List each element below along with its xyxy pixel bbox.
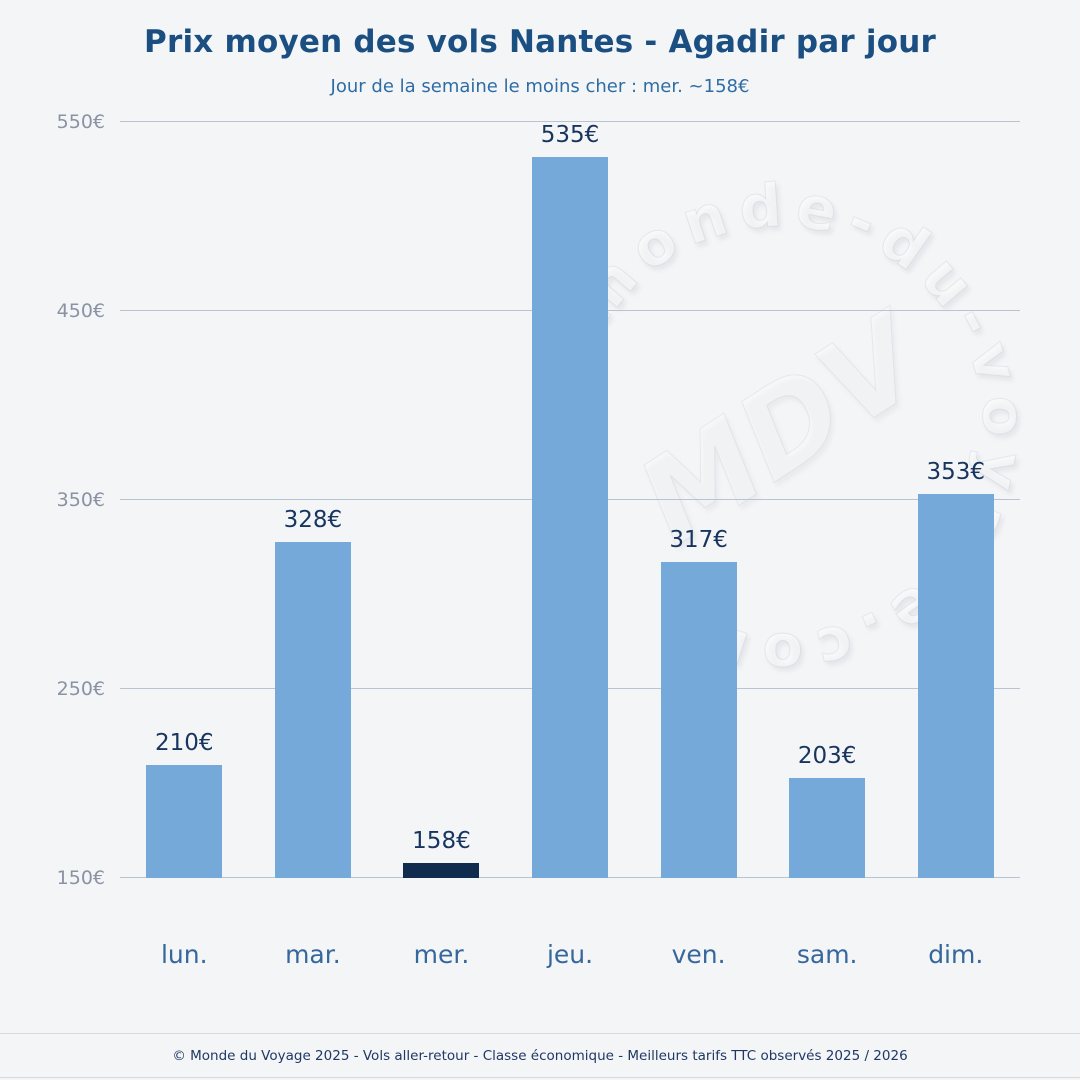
- bar-value-label: 203€: [797, 742, 857, 769]
- bars-container: 210€ 328€ 158€ 535€ 317€ 203€ 353€: [120, 122, 1020, 878]
- y-tick-label: 250€: [56, 678, 105, 700]
- bar-slot: 353€: [891, 122, 1020, 878]
- bar-value-label: 328€: [283, 506, 343, 533]
- x-tick-label: mar.: [285, 940, 341, 969]
- y-tick-label: 550€: [56, 111, 105, 133]
- bar-value-label: 535€: [540, 122, 600, 148]
- y-tick-label: 350€: [56, 489, 105, 511]
- bar-chart-plot-area: 210€ 328€ 158€ 535€ 317€ 203€ 353€ 150€ 250€ 350…: [57, 111, 1020, 889]
- bar-value-label: 210€: [155, 729, 214, 756]
- x-tick-label: ven.: [671, 940, 726, 969]
- x-tick-label: mer.: [413, 940, 470, 969]
- x-tick-label: sam.: [796, 940, 858, 969]
- bar: [274, 541, 351, 878]
- bar-slot: 535€: [506, 122, 635, 878]
- bar-slot: 328€: [249, 122, 378, 878]
- bar: [917, 494, 994, 878]
- y-tick-label: 150€: [56, 867, 105, 889]
- gridline: [120, 121, 1020, 122]
- bar-value-label: 353€: [926, 459, 986, 486]
- bar-value-label: 317€: [669, 527, 728, 554]
- bar-slot: 210€: [120, 122, 249, 878]
- bar: [403, 862, 480, 878]
- bar-slot: 317€: [634, 122, 763, 878]
- footer-caption: © Monde du Voyage 2025 - Vols aller-reto…: [0, 1033, 1080, 1078]
- bar-value-label: 158€: [412, 827, 471, 854]
- bar-slot: 158€: [377, 122, 506, 878]
- x-tick-label: jeu.: [546, 940, 594, 969]
- bar: [660, 562, 737, 878]
- bar: [789, 777, 866, 878]
- x-tick-label: dim.: [928, 940, 984, 969]
- bar: [146, 764, 223, 878]
- chart-title: Prix moyen des vols Nantes - Agadir par …: [144, 24, 936, 60]
- bar-slot: 203€: [763, 122, 892, 878]
- x-tick-label: lun.: [160, 940, 208, 969]
- x-axis-labels: lun. mar. mer. jeu. ven. sam. dim.: [120, 878, 1020, 969]
- chart-subtitle: Jour de la semaine le moins cher : mer. …: [330, 76, 750, 97]
- bar: [532, 157, 609, 878]
- y-tick-label: 450€: [56, 300, 105, 322]
